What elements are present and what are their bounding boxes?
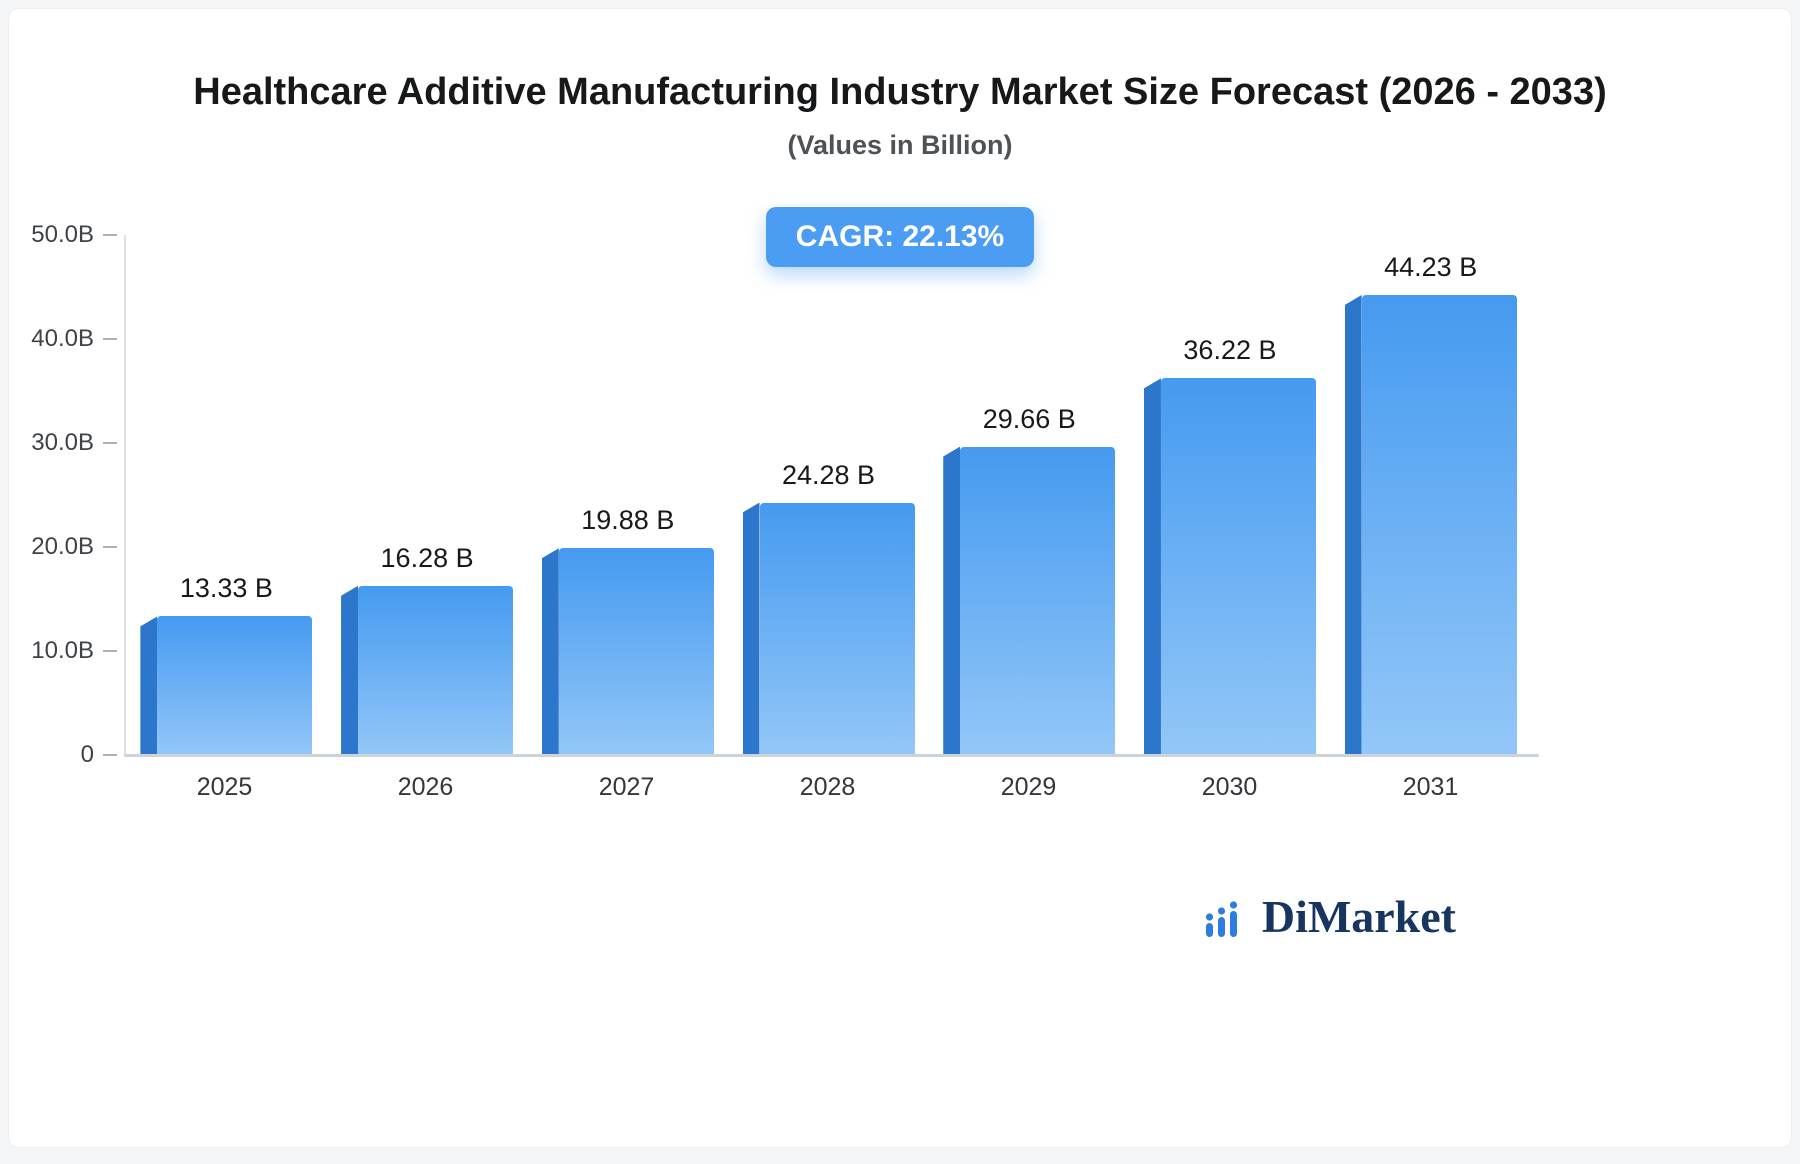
bars: 13.33 B 16.28 B 19.88 B 24.28 B 29.66 B 36.22… [126,235,1531,755]
x-tick-label: 2025 [196,773,253,801]
bar-column: 36.22 B [1130,235,1331,755]
y-tick: 20.0B [9,533,117,561]
x-tick-label: 2029 [1000,773,1057,801]
y-tick-dash [103,754,117,756]
bar-face [558,548,714,755]
chart-title: Healthcare Additive Manufacturing Indust… [193,71,1607,113]
bar-side [943,446,961,755]
bar-value-label: 36.22 B [1183,335,1277,366]
chart: 13.33 B 16.28 B 19.88 B 24.28 B 29.66 B 36.22… [31,221,1539,768]
y-tick: 30.0B [9,429,117,457]
y-tick: 0 [9,741,117,769]
bar-side [1344,295,1362,755]
y-tick-dash [103,442,117,444]
y-tick-label: 40.0B [31,325,94,352]
y-tick-dash [103,650,117,652]
y-tick-label: 20.0B [31,533,94,560]
bar-side [341,585,359,755]
bar [140,616,313,755]
bar-side [140,616,158,755]
x-tick-label: 2030 [1201,773,1258,801]
y-tick-dash [103,234,117,236]
bar-value-label: 16.28 B [380,542,474,573]
x-axis: 2025 2026 2027 2028 2029 2030 2031 [124,773,1531,802]
bar [742,502,915,755]
bar [1344,295,1517,755]
bar-column: 29.66 B [929,235,1130,755]
x-tick-label: 2028 [799,773,856,801]
dimarket-logo-icon [1202,893,1250,941]
y-tick-label: 50.0B [31,221,94,248]
bar-face [960,446,1116,755]
y-tick-dash [103,546,117,548]
logo-bars [1205,900,1237,937]
bar-face [759,502,915,755]
bar-value-label: 13.33 B [179,573,273,604]
bar-value-label: 29.66 B [982,403,1076,434]
bar [541,548,714,755]
bar [943,446,1116,755]
dimarket-logo: DiMarket [1202,890,1456,943]
chart-subtitle: (Values in Billion) [787,130,1013,160]
cagr-badge: CAGR: 22.13% [765,207,1035,267]
bar-side [742,502,760,755]
x-tick-label: 2027 [598,773,655,801]
bar-column: 24.28 B [728,235,929,755]
bar-face [1160,378,1316,755]
chart-card: Healthcare Additive Manufacturing Indust… [8,8,1792,1148]
y-tick-label: 30.0B [31,429,94,456]
bar-side [1143,378,1161,755]
bar-column: 13.33 B [126,235,327,755]
plot-area: 13.33 B 16.28 B 19.88 B 24.28 B 29.66 B 36.22… [31,221,1539,768]
bar-face [157,616,313,755]
x-tick-label: 2026 [397,773,454,801]
y-tick-dash [103,338,117,340]
bar-face [1361,295,1517,755]
bar-column: 16.28 B [327,235,528,755]
bar [341,585,514,755]
y-tick: 10.0B [9,637,117,665]
x-tick-label: 2031 [1402,773,1459,801]
bar [1143,378,1316,755]
y-tick-label: 10.0B [31,637,94,664]
bar-column: 19.88 B [527,235,728,755]
bar-value-label: 19.88 B [581,505,675,536]
bar-value-label: 44.23 B [1384,252,1478,283]
bar-side [541,548,559,755]
bar-value-label: 24.28 B [781,459,876,490]
bar-column: 44.23 B [1330,235,1531,755]
bar-face [358,585,514,755]
footer: DiMarket [9,890,1456,943]
y-tick: 50.0B [9,221,117,249]
x-axis-line [124,754,1539,757]
y-tick: 40.0B [9,325,117,353]
y-tick-label: 0 [80,741,94,768]
brand-wordmark: DiMarket [1261,891,1456,942]
